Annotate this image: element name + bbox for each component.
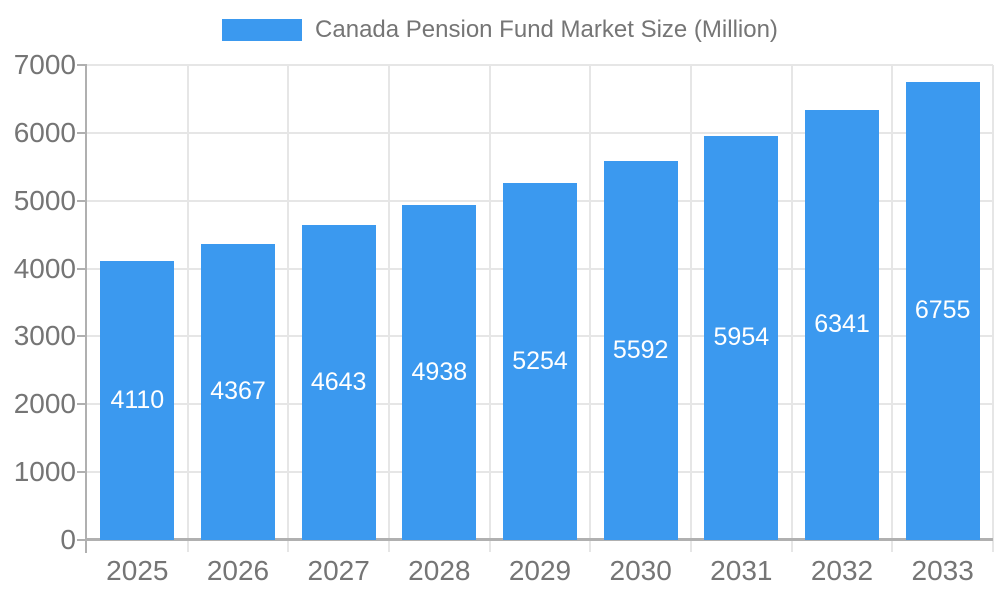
bar-value-label: 4938 xyxy=(411,357,468,386)
bar-value-label: 5592 xyxy=(612,335,669,364)
y-axis-line xyxy=(85,65,87,553)
bar: 4110 xyxy=(100,261,175,540)
v-gridline xyxy=(287,65,290,552)
v-gridline xyxy=(790,65,793,552)
v-gridline xyxy=(488,65,491,552)
bar-value-label: 4643 xyxy=(310,367,367,396)
y-axis-tick xyxy=(77,64,87,66)
v-gridline xyxy=(992,65,994,552)
x-tick-label: 2025 xyxy=(106,555,169,586)
v-gridline xyxy=(690,65,692,552)
x-tick-label: 2029 xyxy=(508,555,572,586)
chart-legend[interactable]: Canada Pension Fund Market Size (Million… xyxy=(0,16,1000,44)
y-tick-label: 0 xyxy=(60,524,76,555)
bar-value-label: 5954 xyxy=(713,323,770,352)
bar-value-label: 6755 xyxy=(914,296,971,325)
x-tick-label: 2026 xyxy=(206,555,270,586)
y-axis-tick xyxy=(77,471,87,474)
y-tick-label: 2000 xyxy=(13,388,76,420)
bar: 4643 xyxy=(301,224,376,540)
x-tick-label: 2031 xyxy=(710,555,773,586)
bar: 5254 xyxy=(503,183,577,540)
legend-swatch-icon xyxy=(222,19,303,41)
bar: 5592 xyxy=(603,160,678,540)
bar-value-label: 4367 xyxy=(210,377,266,406)
legend-label: Canada Pension Fund Market Size (Million… xyxy=(315,16,778,43)
y-tick-label: 7000 xyxy=(13,49,76,80)
y-tick-label: 5000 xyxy=(13,184,76,216)
y-axis-tick xyxy=(77,267,87,270)
h-gridline xyxy=(87,131,993,134)
bar: 4367 xyxy=(201,243,275,540)
v-gridline xyxy=(388,65,390,552)
bar-value-label: 5254 xyxy=(512,347,568,376)
bar-value-label: 6341 xyxy=(814,310,870,339)
bar: 6755 xyxy=(905,81,980,540)
v-gridline xyxy=(186,65,189,552)
y-axis-tick xyxy=(77,335,87,338)
y-axis-tick xyxy=(77,403,87,406)
v-gridline xyxy=(589,65,592,552)
bar: 5954 xyxy=(704,135,779,540)
y-tick-label: 4000 xyxy=(13,252,76,284)
bar: 6341 xyxy=(805,109,879,540)
h-gridline xyxy=(87,64,993,66)
x-tick-label: 2032 xyxy=(810,555,874,586)
y-axis-tick xyxy=(77,539,87,541)
x-tick-label: 2033 xyxy=(911,555,974,586)
x-tick-label: 2028 xyxy=(408,555,471,586)
x-tick-label: 2030 xyxy=(609,555,672,586)
y-tick-label: 1000 xyxy=(13,456,76,488)
v-gridline xyxy=(891,65,894,552)
y-axis-tick xyxy=(77,131,87,134)
x-tick-label: 2027 xyxy=(307,555,370,586)
bar: 4938 xyxy=(402,204,477,540)
y-tick-label: 6000 xyxy=(13,116,76,148)
y-tick-label: 3000 xyxy=(13,320,76,352)
y-axis-tick xyxy=(77,199,87,202)
bar-value-label: 4110 xyxy=(110,386,165,415)
